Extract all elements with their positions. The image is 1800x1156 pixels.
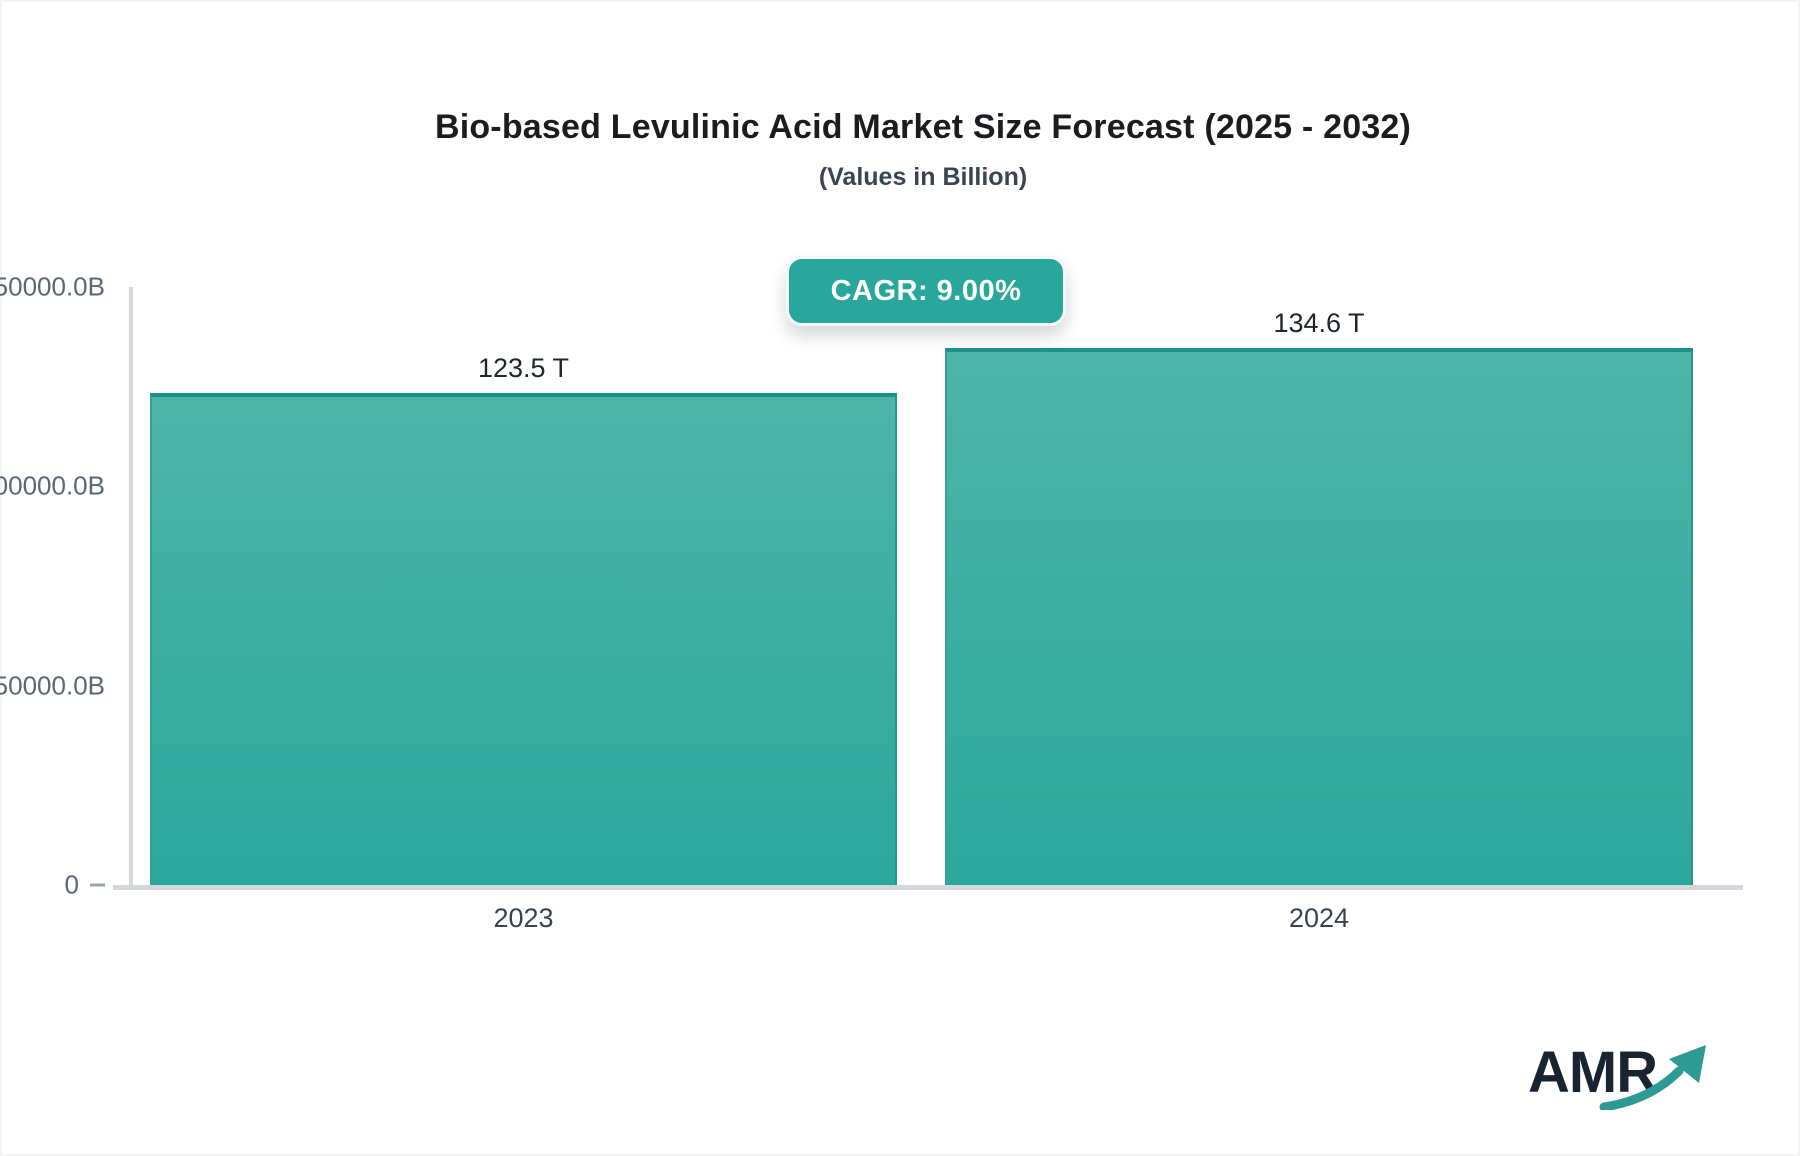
chart-subtitle: (Values in Billion): [818, 163, 1028, 191]
x-tick-label: 2024: [1288, 903, 1350, 933]
bar-2024[interactable]: [945, 348, 1693, 885]
cagr-badge: CAGR: 9.00%: [786, 256, 1066, 326]
x-tick-label: 2023: [493, 903, 554, 933]
bar-2023[interactable]: [150, 392, 897, 885]
chart-header: Bio-based Levulinic Acid Market Size For…: [46, 108, 1800, 192]
y-tick-label: 0: [65, 870, 105, 901]
chart-title: Bio-based Levulinic Acid Market Size For…: [434, 108, 1412, 146]
bar-value-label: 123.5 T: [477, 352, 570, 383]
zero-tick-dash: [90, 883, 105, 887]
bar-value-label: 134.6 T: [1273, 308, 1365, 339]
cagr-badge-label: CAGR: 9.00%: [830, 274, 1022, 307]
x-axis-line: [113, 885, 1743, 890]
growth-arrow-icon: [1599, 1045, 1706, 1110]
y-axis-line: [129, 287, 133, 889]
y-tick-label: 150000.0B: [0, 271, 105, 302]
amr-logo: AMR: [1528, 1040, 1706, 1110]
y-tick-label: 100000.0B: [0, 470, 105, 501]
y-tick-label: 50000.0B: [0, 670, 105, 701]
